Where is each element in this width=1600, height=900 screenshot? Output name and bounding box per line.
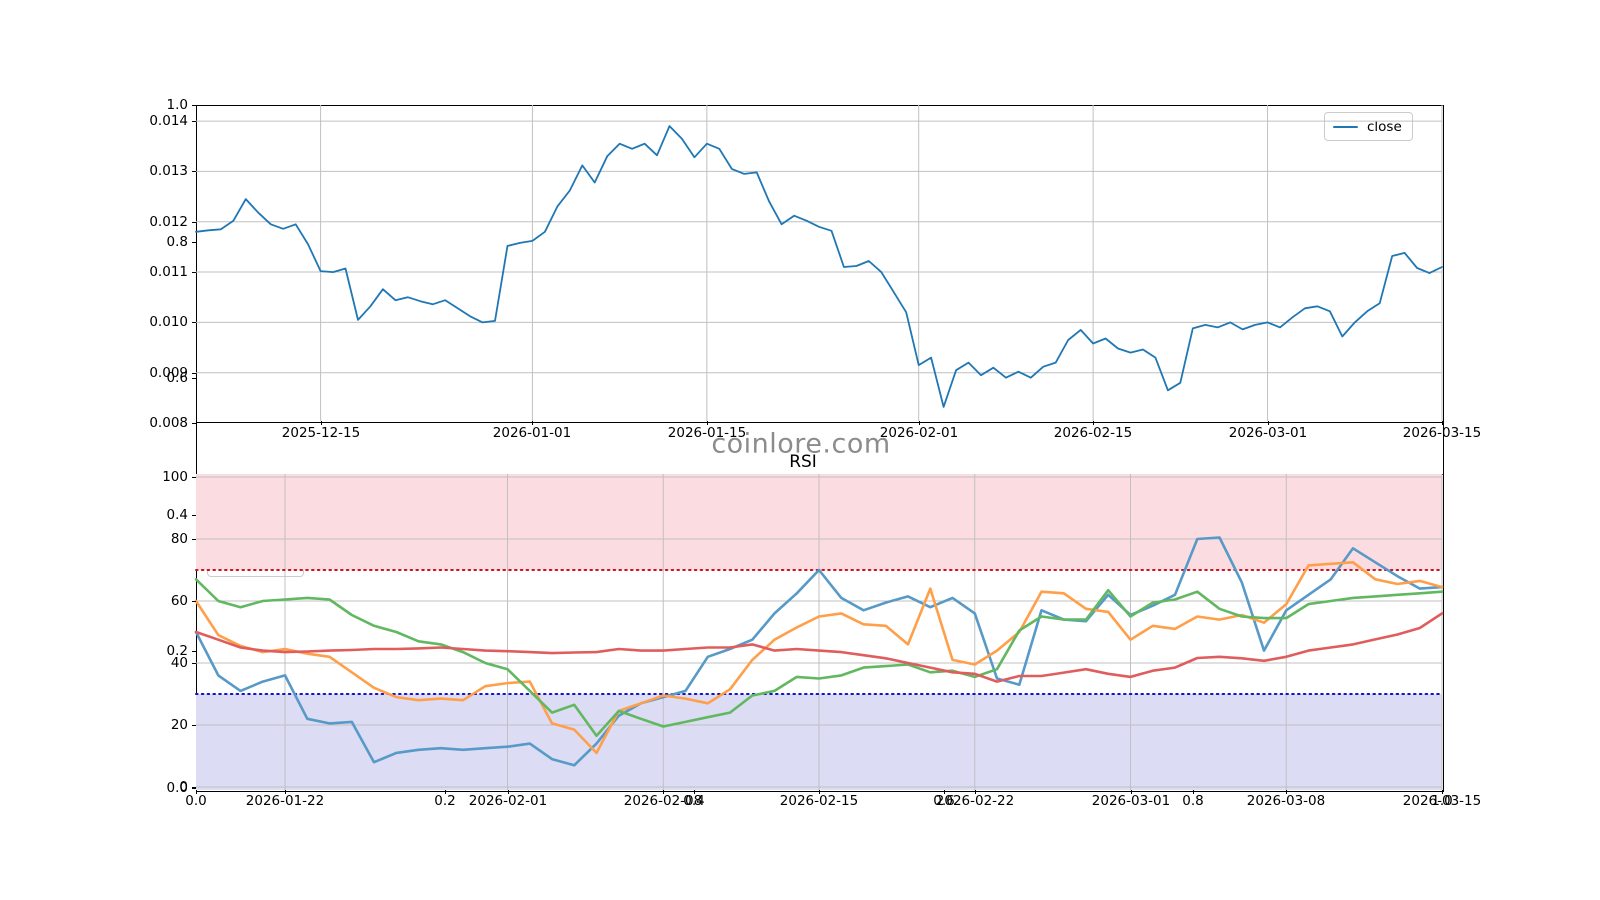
rsi-x-tick-label: 2026-02-22 [935, 793, 1015, 809]
outer-x-tick-label: 0.4 [683, 793, 705, 809]
price-x-tick-label: 2026-01-01 [492, 425, 572, 441]
outer-x-tick-mark [1442, 790, 1443, 794]
outer-x-tick-mark [196, 790, 197, 794]
outer-x-tick-label: 1.0 [1431, 793, 1453, 809]
outer-x-tick-label: 0.6 [933, 793, 955, 809]
price-chart-plot-area [196, 105, 1444, 423]
price-y-tick-label: 0.011 [149, 264, 188, 280]
x-tick-mark [975, 790, 976, 794]
outer-x-tick-label: 0.8 [1182, 793, 1204, 809]
outer-x-tick-mark [445, 790, 446, 794]
x-tick-mark [321, 421, 322, 425]
x-tick-mark [1286, 790, 1287, 794]
price-x-tick-label: 2026-03-01 [1228, 425, 1308, 441]
x-tick-mark [707, 421, 708, 425]
outer-y-tick-mark [192, 515, 196, 516]
y-tick-mark [192, 171, 196, 172]
price-y-tick-label: 0.008 [149, 415, 188, 431]
price-chart-svg [195, 105, 1443, 421]
y-tick-mark [192, 787, 196, 788]
outer-x-tick-label: 0.0 [185, 793, 207, 809]
price-x-tick-label: 2026-03-15 [1402, 425, 1482, 441]
rsi-9-line [194, 536, 1444, 767]
x-tick-mark [1093, 421, 1094, 425]
x-tick-mark [1442, 421, 1443, 425]
y-tick-mark [192, 322, 196, 323]
y-tick-mark [192, 423, 196, 424]
outer-x-tick-mark [694, 790, 695, 794]
outer-y-tick-label: 0.4 [166, 507, 188, 523]
rsi-y-tick-label: 60 [170, 593, 188, 609]
price-y-tick-label: 0.014 [149, 113, 188, 129]
y-tick-mark [192, 121, 196, 122]
rsi-22-line [194, 578, 1444, 738]
rsi-y-tick-label: 40 [170, 655, 188, 671]
y-tick-mark [192, 663, 196, 664]
y-tick-mark [192, 373, 196, 374]
price-y-tick-label: 0.009 [149, 365, 188, 381]
x-tick-mark [508, 790, 509, 794]
price-x-tick-label: 2025-12-15 [281, 425, 361, 441]
rsi-x-tick-label: 2026-03-01 [1091, 793, 1171, 809]
outer-y-tick-mark [192, 378, 196, 379]
x-tick-mark [1131, 790, 1132, 794]
rsi-x-tick-label: 2026-02-15 [779, 793, 859, 809]
outer-y-tick-label: 1.0 [166, 97, 188, 113]
rsi-x-tick-label: 2026-02-01 [468, 793, 548, 809]
y-tick-mark [192, 222, 196, 223]
price-y-tick-label: 0.013 [149, 163, 188, 179]
outer-axes-frame [196, 105, 1444, 788]
y-tick-mark [192, 725, 196, 726]
outer-y-tick-mark [192, 105, 196, 106]
rsi-chart-svg [194, 474, 1444, 790]
outer-x-tick-mark [944, 790, 945, 794]
rsi-14-line [194, 561, 1444, 755]
y-tick-mark [192, 272, 196, 273]
price-y-tick-label: 0.012 [149, 214, 188, 230]
rsi-y-tick-label: 80 [170, 531, 188, 547]
price-legend: close [1324, 112, 1413, 141]
x-tick-mark [1268, 421, 1269, 425]
outer-y-tick-mark [192, 788, 196, 789]
rsi-chart-title: RSI [789, 452, 817, 472]
rsi-x-tick-label: 2026-01-22 [245, 793, 325, 809]
close-legend-label: close [1367, 118, 1402, 135]
price-x-tick-label: 2026-01-15 [667, 425, 747, 441]
rsi-42-line [194, 612, 1444, 683]
watermark: coinlore.com [711, 428, 891, 460]
y-tick-mark [192, 601, 196, 602]
outer-x-tick-mark [1193, 790, 1194, 794]
x-tick-mark [919, 421, 920, 425]
outer-y-tick-label: 0.6 [166, 370, 188, 386]
legend-item-close: close [1333, 117, 1402, 136]
x-tick-mark [663, 790, 664, 794]
rsi-x-tick-label: 2026-02-08 [623, 793, 703, 809]
outer-y-tick-label: 0.8 [166, 234, 188, 250]
outer-y-tick-mark [192, 242, 196, 243]
close-line-sample [1333, 125, 1358, 128]
outer-x-tick-label: 0.2 [434, 793, 456, 809]
y-tick-mark [192, 539, 196, 540]
price-y-tick-label: 0.010 [149, 314, 188, 330]
outer-y-tick-label: 0.2 [166, 643, 188, 659]
outer-y-tick-mark [192, 651, 196, 652]
y-tick-mark [192, 477, 196, 478]
x-tick-mark [532, 421, 533, 425]
rsi-x-tick-label: 2026-03-08 [1246, 793, 1326, 809]
rsi-y-tick-label: 0 [179, 779, 188, 795]
close-line [195, 125, 1443, 408]
rsi-y-tick-label: 100 [162, 469, 188, 485]
price-x-tick-label: 2026-02-01 [879, 425, 959, 441]
outer-y-tick-label: 0.0 [166, 780, 188, 796]
x-tick-mark [819, 790, 820, 794]
x-tick-mark [285, 790, 286, 794]
rsi-y-tick-label: 20 [170, 717, 188, 733]
price-x-tick-label: 2026-02-15 [1053, 425, 1133, 441]
rsi-x-tick-label: 2026-03-15 [1402, 793, 1482, 809]
